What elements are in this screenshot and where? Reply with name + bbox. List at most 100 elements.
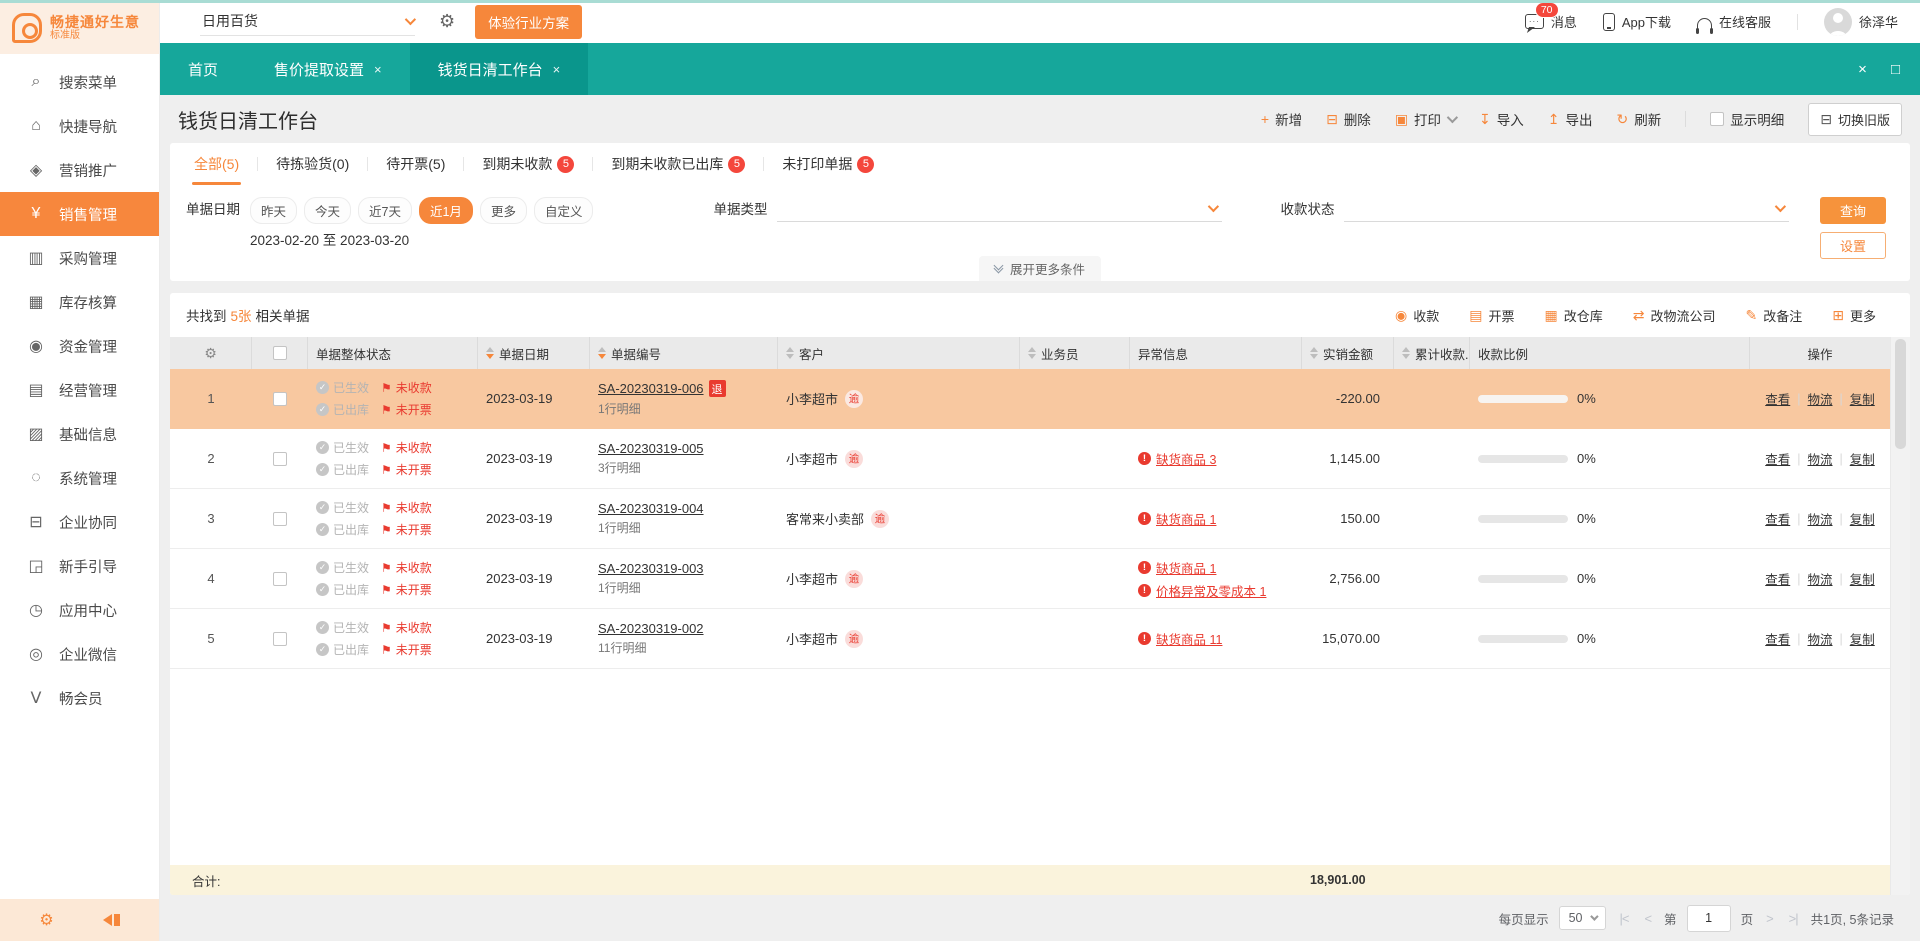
row-checkbox[interactable] [273, 631, 287, 646]
copy-link[interactable]: 复制 [1849, 513, 1875, 527]
pay-status-select[interactable] [1344, 197, 1790, 222]
next-page-icon[interactable]: > [1766, 910, 1774, 926]
table-row[interactable]: 4 ✓ 已生效 ✓ 已出库 ⚑ 未收款 ⚑ 未开票 2023-03-19 SA-2023… [170, 549, 1890, 609]
copy-link[interactable]: 复制 [1849, 393, 1875, 407]
switch-old-version-button[interactable]: ⊟ 切换旧版 [1808, 102, 1902, 136]
refresh-button[interactable]: ↻ 刷新 [1617, 109, 1662, 129]
col-code[interactable]: 单据编号 [590, 337, 778, 369]
batch-invoice-button[interactable]: ▤ 开票 [1469, 306, 1515, 324]
filter-tab-unprinted[interactable]: 未打印单据 5 [764, 143, 892, 185]
table-row[interactable]: 5 ✓ 已生效 ✓ 已出库 ⚑ 未收款 ⚑ 未开票 2023-03-19 SA-2023… [170, 609, 1890, 669]
pill-yesterday[interactable]: 昨天 [250, 197, 298, 224]
sort-icon[interactable] [486, 343, 494, 363]
sidebar-item-collaboration[interactable]: ⊟ 企业协同 [0, 500, 159, 544]
abnormal-link[interactable]: 缺货商品 1 [1156, 513, 1217, 527]
query-button[interactable]: 查询 [1820, 197, 1886, 224]
last-page-icon[interactable]: >| [1788, 910, 1799, 926]
logistics-link[interactable]: 物流 [1807, 393, 1833, 407]
user-menu[interactable]: 徐泽华 [1823, 7, 1898, 36]
row-checkbox[interactable] [273, 391, 287, 406]
batch-more-button[interactable]: ⊞ 更多 [1832, 306, 1876, 324]
per-page-select[interactable]: 50 [1558, 906, 1607, 930]
import-button[interactable]: ↧ 导入 [1479, 109, 1524, 129]
abnormal-link[interactable]: 缺货商品 11 [1156, 633, 1223, 647]
table-row[interactable]: 3 ✓ 已生效 ✓ 已出库 ⚑ 未收款 ⚑ 未开票 2023-03-19 SA-2023… [170, 489, 1890, 549]
sort-icon[interactable] [1310, 343, 1318, 363]
batch-change-logistics-button[interactable]: ⇄ 改物流公司 [1632, 306, 1716, 324]
sidebar-item-quick-nav[interactable]: ⌂ 快捷导航 [0, 104, 159, 148]
abnormal-link[interactable]: 缺货商品 3 [1156, 453, 1217, 467]
close-all-icon[interactable]: × [1858, 60, 1867, 78]
row-checkbox[interactable] [273, 511, 287, 526]
trial-solution-button[interactable]: 体验行业方案 [475, 4, 583, 39]
logistics-link[interactable]: 物流 [1807, 453, 1833, 467]
abnormal-link[interactable]: 价格异常及零成本 1 [1156, 584, 1267, 599]
sidebar-item-beginner-guide[interactable]: ◲ 新手引导 [0, 544, 159, 588]
filter-settings-button[interactable]: 设置 [1820, 232, 1886, 259]
filter-tab-overdue-shipped[interactable]: 到期未收款已出库 5 [593, 143, 763, 185]
org-settings-gear-icon[interactable]: ⚙ [439, 11, 456, 31]
col-abnormal[interactable]: 异常信息 [1130, 337, 1302, 369]
view-link[interactable]: 查看 [1765, 513, 1791, 527]
row-checkbox[interactable] [273, 451, 287, 466]
logistics-link[interactable]: 物流 [1807, 633, 1833, 647]
batch-change-warehouse-button[interactable]: ▦ 改仓库 [1544, 306, 1603, 324]
table-scrollbar[interactable] [1890, 337, 1910, 895]
checkbox-icon[interactable] [1710, 112, 1725, 126]
table-row[interactable]: 2 ✓ 已生效 ✓ 已出库 ⚑ 未收款 ⚑ 未开票 2023-03-19 SA-2023… [170, 429, 1890, 489]
show-detail-checkbox[interactable]: 显示明细 [1710, 109, 1784, 129]
filter-tab-to-pick[interactable]: 待拣验货(0) [258, 143, 367, 185]
print-button[interactable]: ▣ 打印 [1395, 109, 1459, 129]
prev-page-icon[interactable]: < [1644, 910, 1652, 926]
view-link[interactable]: 查看 [1765, 633, 1791, 647]
add-button[interactable]: + 新增 [1261, 109, 1302, 129]
sort-icon[interactable] [598, 343, 606, 363]
date-range-value[interactable]: 2023-02-20 至 2023-03-20 [250, 233, 410, 248]
select-all-checkbox[interactable] [272, 346, 287, 360]
doc-code-link[interactable]: SA-20230319-006 [598, 381, 704, 396]
view-link[interactable]: 查看 [1765, 453, 1791, 467]
close-tab-icon[interactable]: × [552, 61, 561, 77]
sidebar-item-app-center[interactable]: ◷ 应用中心 [0, 588, 159, 632]
page-number-input[interactable] [1686, 904, 1731, 932]
sort-icon[interactable] [1028, 343, 1036, 363]
export-button[interactable]: ↥ 导出 [1548, 109, 1593, 129]
copy-link[interactable]: 复制 [1849, 573, 1875, 587]
delete-button[interactable]: ⊟ 删除 [1326, 109, 1371, 129]
logistics-link[interactable]: 物流 [1807, 513, 1833, 527]
sidebar-item-search-menu[interactable]: ⌕ 搜索菜单 [0, 60, 159, 104]
col-cum-received[interactable]: 累计收款... [1394, 337, 1470, 369]
copy-link[interactable]: 复制 [1849, 453, 1875, 467]
org-select[interactable]: 日用百货 [200, 7, 417, 36]
view-link[interactable]: 查看 [1765, 393, 1791, 407]
sidebar-item-system[interactable]: ◌ 系统管理 [0, 456, 159, 500]
doc-code-link[interactable]: SA-20230319-003 [598, 561, 704, 576]
doc-code-link[interactable]: SA-20230319-004 [598, 501, 704, 516]
row-checkbox[interactable] [273, 571, 287, 586]
doc-code-link[interactable]: SA-20230319-002 [598, 621, 704, 636]
sidebar-item-marketing[interactable]: ◈ 营销推广 [0, 148, 159, 192]
settings-gear-icon[interactable]: ⚙ [39, 912, 54, 929]
expand-more-conditions[interactable]: 展开更多条件 [978, 256, 1102, 281]
col-agent[interactable]: 业务员 [1020, 337, 1130, 369]
tab-home[interactable]: 首页 [160, 43, 246, 95]
scrollbar-thumb[interactable] [1895, 339, 1906, 449]
sidebar-item-basic-info[interactable]: ▨ 基础信息 [0, 412, 159, 456]
tab-price-extract-settings[interactable]: 售价提取设置 × [246, 43, 410, 95]
expand-icon[interactable]: □ [1890, 60, 1900, 78]
view-link[interactable]: 查看 [1765, 573, 1791, 587]
collapse-sidebar-icon[interactable] [97, 914, 120, 926]
filter-tab-all[interactable]: 全部(5) [176, 143, 257, 185]
online-service-button[interactable]: 在线客服 [1695, 12, 1771, 34]
doc-code-link[interactable]: SA-20230319-005 [598, 441, 704, 456]
sidebar-item-operations[interactable]: ▤ 经营管理 [0, 368, 159, 412]
filter-tab-overdue-unpaid[interactable]: 到期未收款 5 [464, 143, 592, 185]
col-customer[interactable]: 客户 [778, 337, 1020, 369]
sort-icon[interactable] [786, 343, 794, 363]
copy-link[interactable]: 复制 [1849, 633, 1875, 647]
batch-change-remark-button[interactable]: ✎ 改备注 [1745, 306, 1803, 324]
filter-tab-to-invoice[interactable]: 待开票(5) [368, 143, 463, 185]
messages-button[interactable]: ··· 消息 70 [1524, 2, 1577, 31]
sidebar-item-funds[interactable]: ◉ 资金管理 [0, 324, 159, 368]
sidebar-item-purchase[interactable]: ▥ 采购管理 [0, 236, 159, 280]
